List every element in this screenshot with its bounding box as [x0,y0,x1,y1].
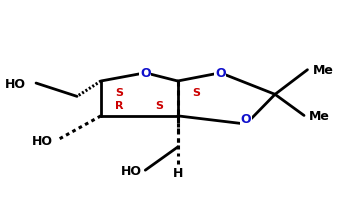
Text: HO: HO [32,134,53,147]
Text: S: S [193,88,200,98]
Text: O: O [241,113,251,126]
Text: H: H [172,166,183,179]
Text: S: S [155,100,163,110]
Text: O: O [215,67,226,80]
Text: Me: Me [309,109,330,122]
Text: O: O [140,67,151,80]
Text: Me: Me [313,64,334,77]
Text: R: R [116,100,124,110]
Text: S: S [116,88,124,98]
Text: HO: HO [121,164,142,177]
Text: HO: HO [5,77,26,90]
